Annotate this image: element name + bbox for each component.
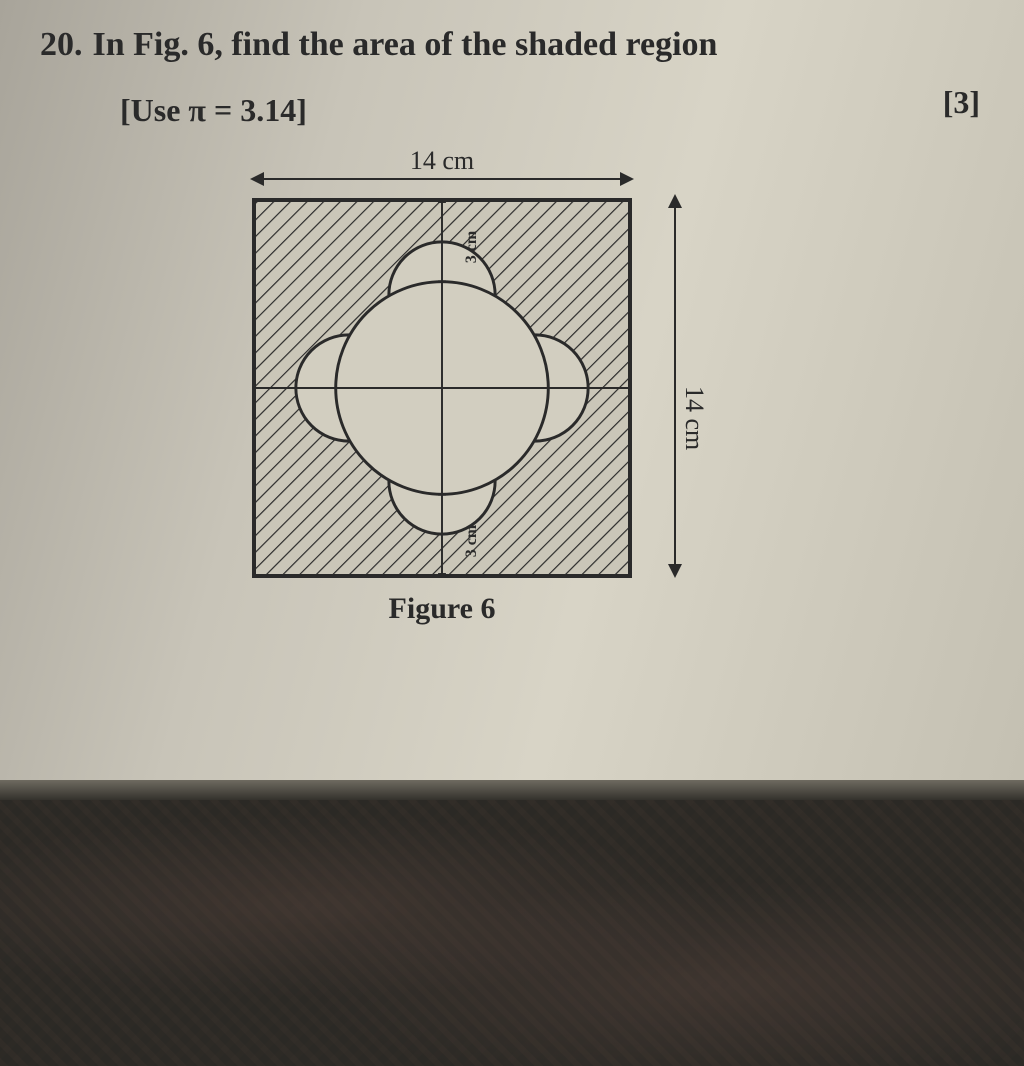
question-subtext: [Use π = 3.14] <box>120 92 307 129</box>
dimension-right-line <box>674 196 676 576</box>
question-text: In Fig. 6, find the area of the shaded r… <box>93 26 718 64</box>
question-marks: [3] <box>943 84 980 121</box>
dimension-right: 14 cm <box>650 196 710 576</box>
question-row: 20. In Fig. 6, find the area of the shad… <box>40 26 717 64</box>
arrow-left-icon <box>250 172 264 186</box>
inner-dim-bottom: 3 cm <box>463 525 481 557</box>
question-number: 20. <box>40 26 83 64</box>
arrow-right-icon <box>620 172 634 186</box>
inner-dim-top: 3 cm <box>463 231 481 263</box>
figure-caption: Figure 6 <box>252 578 632 626</box>
figure-svg <box>256 202 628 574</box>
dimension-top: 14 cm <box>252 150 632 198</box>
arrow-down-icon <box>668 564 682 578</box>
dimension-top-label: 14 cm <box>410 146 474 176</box>
dimension-right-label: 14 cm <box>679 386 709 450</box>
figure-wrapper: 14 cm <box>232 150 672 626</box>
textbook-page: 20. In Fig. 6, find the area of the shad… <box>0 0 1024 780</box>
figure-square: 3 cm 3 cm <box>252 198 632 578</box>
arrow-up-icon <box>668 194 682 208</box>
desk-background <box>0 800 1024 1066</box>
dimension-top-line <box>252 178 632 180</box>
